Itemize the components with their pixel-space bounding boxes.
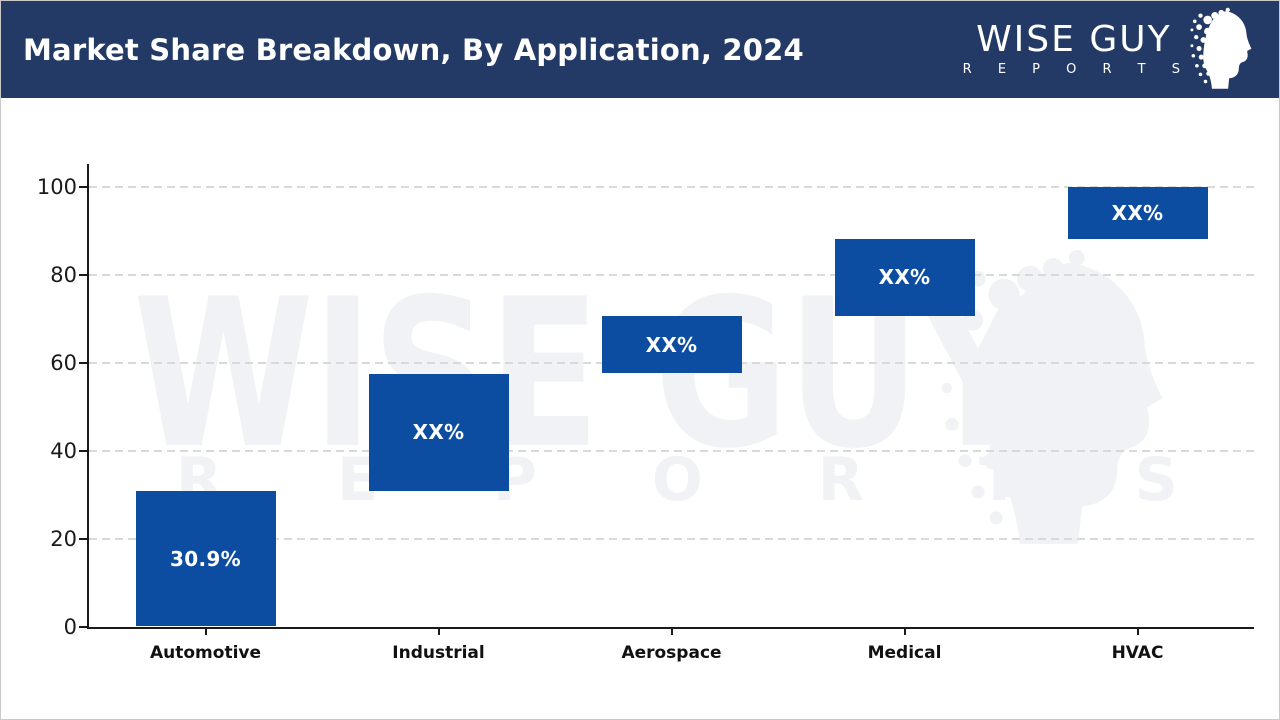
y-tick-mark-0 (79, 625, 87, 628)
bar-value-label-medical: XX% (878, 265, 931, 290)
x-axis-label-medical: Medical (867, 643, 942, 663)
gridline-100 (89, 185, 1254, 188)
y-tick-label-80: 80 (50, 262, 77, 287)
x-tick-mark-industrial (437, 627, 440, 635)
wise-guy-head-icon (1190, 7, 1252, 89)
x-axis-label-hvac: HVAC (1111, 643, 1164, 663)
y-tick-mark-20 (79, 537, 87, 540)
y-tick-label-20: 20 (50, 526, 77, 551)
y-tick-mark-40 (79, 449, 87, 452)
gridline-80 (89, 273, 1254, 276)
bar-aerospace: XX% (601, 315, 742, 374)
bar-hvac: XX% (1067, 186, 1208, 239)
x-tick-mark-hvac (1136, 627, 1139, 635)
header: Market Share Breakdown, By Application, … (1, 1, 1279, 98)
wise-guy-logo-text: WISE GUY R E P O R T S (957, 19, 1191, 78)
bar-automotive: 30.9% (135, 490, 276, 627)
y-axis-line (87, 164, 89, 629)
bar-value-label-automotive: 30.9% (170, 546, 241, 571)
bar-value-label-aerospace: XX% (645, 332, 698, 357)
x-axis-label-aerospace: Aerospace (621, 643, 722, 663)
y-tick-mark-80 (79, 273, 87, 276)
bar-medical: XX% (834, 238, 975, 316)
bar-value-label-industrial: XX% (412, 420, 465, 445)
wise-guy-logo: WISE GUY R E P O R T S (957, 7, 1265, 93)
gridline-40 (89, 449, 1254, 452)
gridline-20 (89, 537, 1254, 540)
y-tick-mark-100 (79, 185, 87, 188)
x-axis-label-automotive: Automotive (149, 643, 262, 663)
wise-guy-logo-reports: R E P O R T S (962, 62, 1191, 77)
bar-industrial: XX% (368, 373, 509, 491)
x-tick-mark-aerospace (670, 627, 673, 635)
x-axis-label-industrial: Industrial (392, 643, 485, 663)
y-tick-label-0: 0 (63, 614, 77, 639)
x-tick-mark-medical (903, 627, 906, 635)
y-tick-mark-60 (79, 361, 87, 364)
bar-value-label-hvac: XX% (1111, 200, 1164, 225)
wise-guy-logo-name: WISE GUY (976, 19, 1172, 60)
y-tick-label-40: 40 (50, 438, 77, 463)
page-title: Market Share Breakdown, By Application, … (23, 32, 804, 67)
y-tick-label-100: 100 (36, 174, 77, 199)
y-tick-label-60: 60 (50, 350, 77, 375)
x-tick-mark-automotive (204, 627, 207, 635)
